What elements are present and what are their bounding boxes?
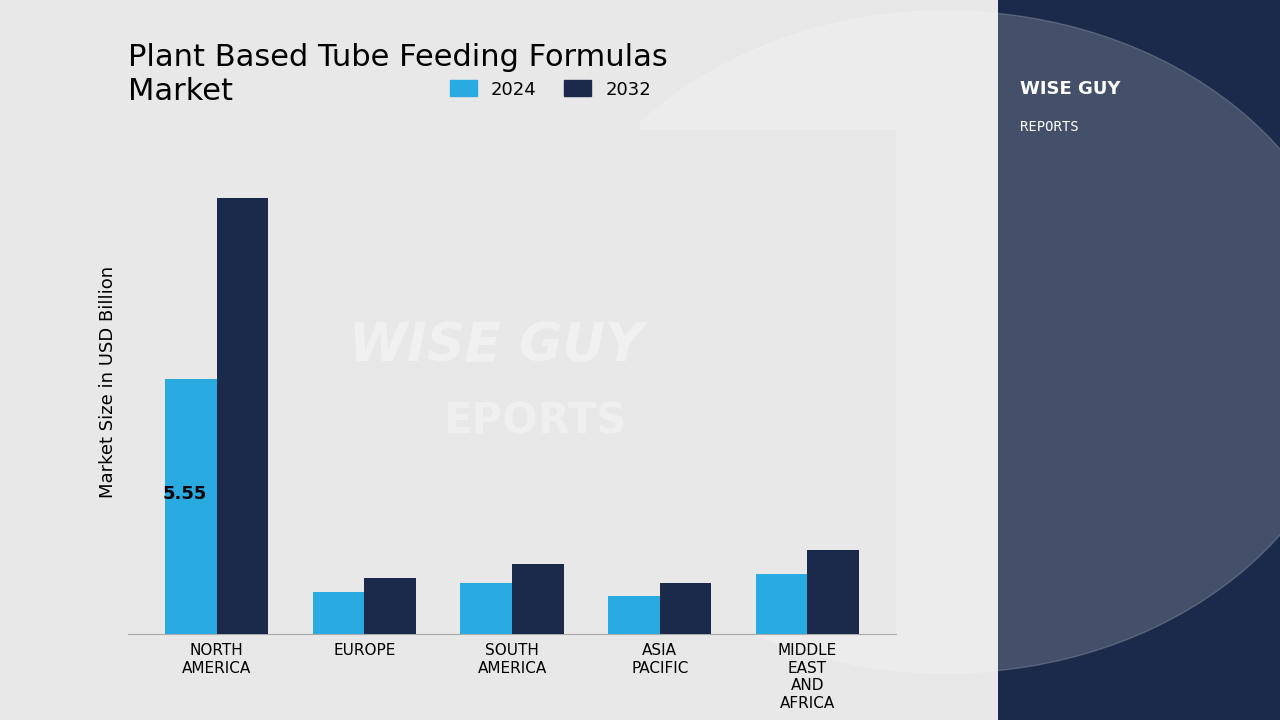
Text: 5.55: 5.55 <box>163 485 206 503</box>
Text: REPORTS: REPORTS <box>1020 120 1079 135</box>
Y-axis label: Market Size in USD Billion: Market Size in USD Billion <box>99 266 116 498</box>
Bar <box>512 564 563 634</box>
Text: WISE GUY: WISE GUY <box>349 320 644 372</box>
Bar <box>165 379 216 634</box>
Bar <box>461 583 512 634</box>
Text: WISE GUY: WISE GUY <box>1020 80 1120 98</box>
Bar <box>312 593 365 634</box>
Bar <box>808 550 859 634</box>
Bar <box>608 596 659 634</box>
Bar <box>755 574 808 634</box>
Legend: 2024, 2032: 2024, 2032 <box>443 73 658 106</box>
Bar <box>365 577 416 634</box>
Bar <box>216 198 269 634</box>
Bar <box>659 583 712 634</box>
Circle shape <box>538 11 1280 673</box>
Text: EPORTS: EPORTS <box>443 401 627 443</box>
Text: Plant Based Tube Feeding Formulas
Market: Plant Based Tube Feeding Formulas Market <box>128 43 668 106</box>
